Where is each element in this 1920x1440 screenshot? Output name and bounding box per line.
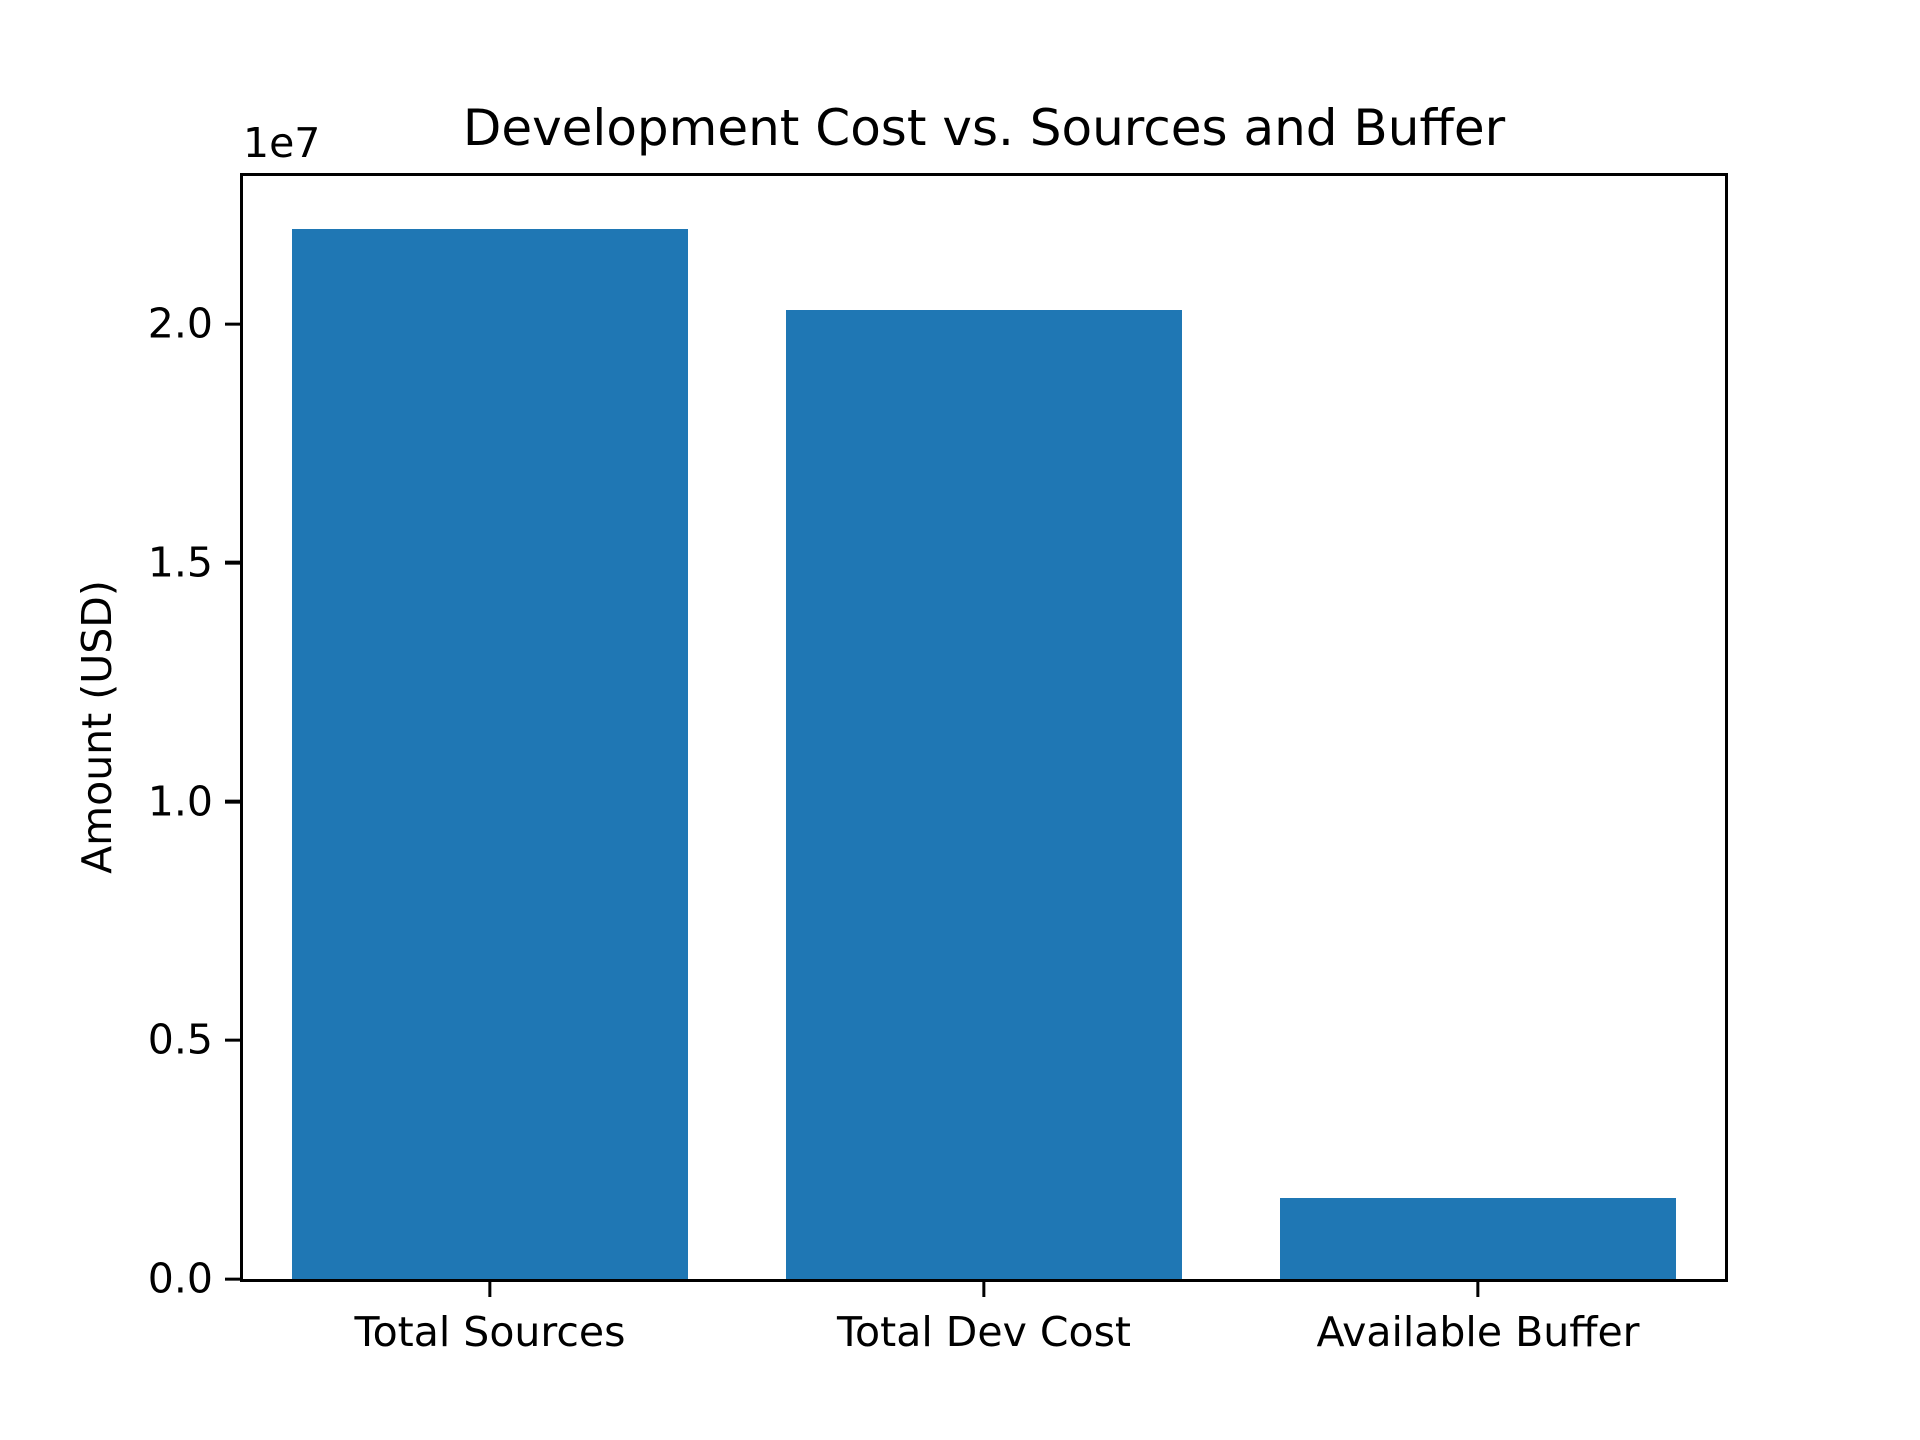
y-tick-mark (225, 561, 240, 565)
bar-available-buffer (1280, 1197, 1676, 1279)
y-tick-label: 1.0 (147, 777, 213, 826)
y-axis-offset-label: 1e7 (243, 119, 321, 167)
x-tick-mark (1476, 1282, 1480, 1297)
y-tick-mark (225, 1038, 240, 1042)
x-tick-label: Available Buffer (1316, 1308, 1640, 1356)
x-tick-label: Total Dev Cost (836, 1308, 1132, 1356)
y-tick-label: 2.0 (147, 299, 213, 348)
y-tick-mark (225, 1277, 240, 1281)
bar-total-sources (292, 228, 688, 1279)
plot-area: Total Sources Total Dev Cost Available Buf… (148, 173, 1728, 1356)
bar-total-dev-cost (786, 309, 1182, 1279)
y-tick-mark (225, 799, 240, 804)
y-tick-label: 1.5 (147, 538, 213, 587)
y-tick-label: 0.0 (147, 1254, 213, 1303)
y-tick-label: 0.5 (147, 1015, 213, 1064)
x-tick-mark (488, 1282, 492, 1297)
y-tick-mark (225, 322, 240, 326)
y-axis-label: Amount (USD) (73, 580, 121, 874)
chart-title: Development Cost vs. Sources and Buffer (462, 99, 1506, 157)
x-tick-label: Total Sources (354, 1308, 626, 1356)
x-tick-mark (982, 1282, 986, 1297)
